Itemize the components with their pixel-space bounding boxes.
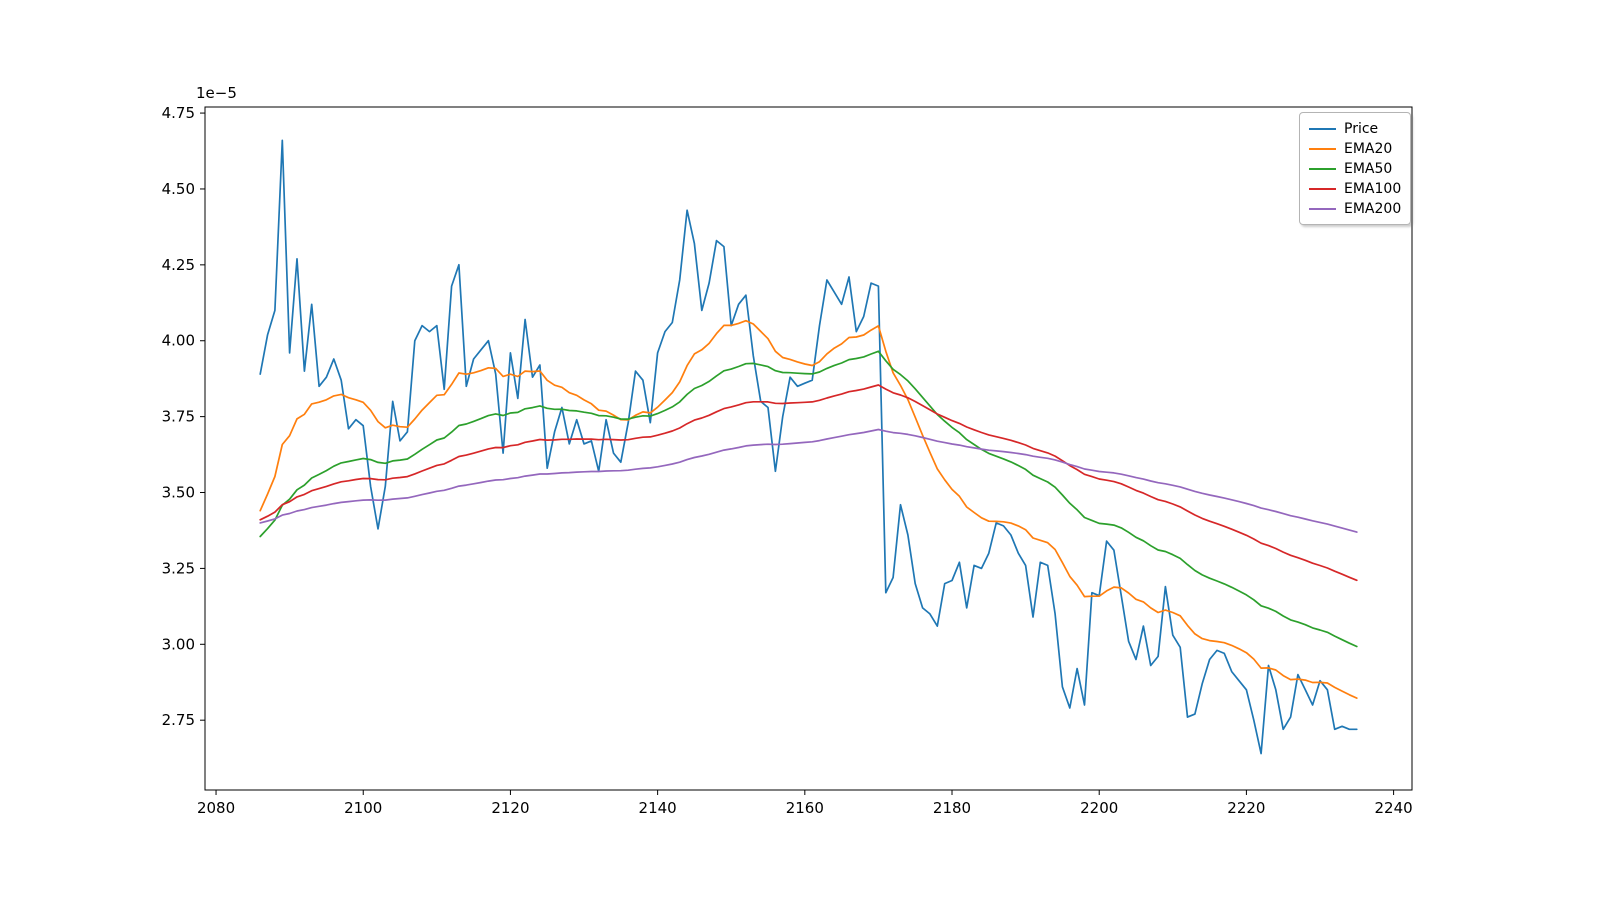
legend-item-ema200: EMA200 xyxy=(1309,199,1401,218)
y-tick-label: 4.50 xyxy=(162,180,195,198)
legend-label-ema200: EMA200 xyxy=(1344,200,1402,217)
y-tick-label: 3.25 xyxy=(162,559,195,577)
series-line-ema100 xyxy=(259,384,1358,582)
y-tick-label: 4.25 xyxy=(162,256,195,274)
price-line-swatch xyxy=(1309,127,1336,130)
x-tick-label: 2200 xyxy=(1080,799,1118,817)
series-line-ema200 xyxy=(259,428,1358,533)
y-tick-label: 3.50 xyxy=(162,484,195,502)
legend-label-ema20: EMA20 xyxy=(1344,140,1393,157)
y-tick-label: 3.00 xyxy=(162,635,195,653)
y-axis-offset-label: 1e−5 xyxy=(196,84,237,102)
ema50-line-swatch xyxy=(1309,167,1336,170)
legend-label-ema100: EMA100 xyxy=(1344,180,1402,197)
x-tick-label: 2080 xyxy=(197,799,235,817)
x-tick-label: 2120 xyxy=(491,799,529,817)
legend-item-price: Price xyxy=(1309,119,1401,138)
legend-label-price: Price xyxy=(1344,120,1379,137)
x-tick-label: 2160 xyxy=(786,799,824,817)
y-tick-label: 4.75 xyxy=(162,104,195,122)
ema200-line-swatch xyxy=(1309,207,1336,210)
ema20-line-swatch xyxy=(1309,147,1336,150)
x-tick-label: 2180 xyxy=(933,799,971,817)
x-tick-label: 2220 xyxy=(1227,799,1265,817)
axes-frame xyxy=(204,106,1413,791)
y-tick-label: 2.75 xyxy=(162,711,195,729)
x-tick-label: 2140 xyxy=(639,799,677,817)
x-tick-label: 2100 xyxy=(344,799,382,817)
legend-item-ema50: EMA50 xyxy=(1309,159,1401,178)
series-line-ema50 xyxy=(259,350,1358,648)
series-line-price xyxy=(259,139,1358,755)
x-tick-label: 2240 xyxy=(1375,799,1413,817)
legend-item-ema20: EMA20 xyxy=(1309,139,1401,158)
y-tick-label: 3.75 xyxy=(162,408,195,426)
legend-item-ema100: EMA100 xyxy=(1309,179,1401,198)
series-line-ema20 xyxy=(259,319,1358,699)
y-tick-label: 4.00 xyxy=(162,332,195,350)
legend: Price EMA20 EMA50 EMA100 EMA200 xyxy=(1299,112,1412,225)
legend-label-ema50: EMA50 xyxy=(1344,160,1393,177)
ema100-line-swatch xyxy=(1309,187,1336,190)
